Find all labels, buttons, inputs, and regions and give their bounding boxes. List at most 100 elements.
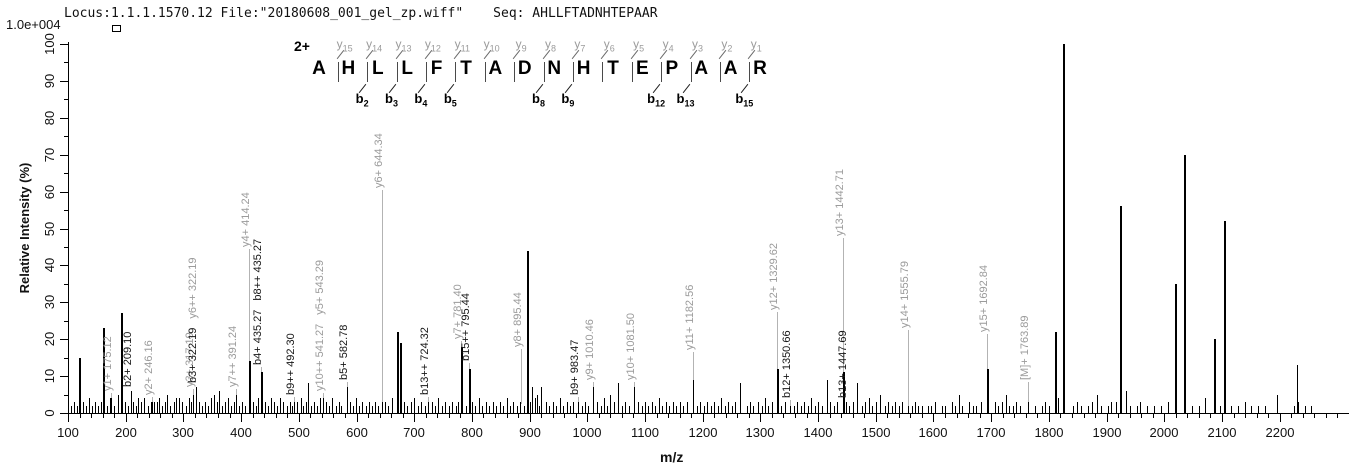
x-tick bbox=[91, 414, 92, 418]
noise-bar bbox=[154, 401, 155, 413]
noise-bar bbox=[1016, 401, 1017, 413]
peak-leader-line bbox=[152, 396, 153, 402]
x-tick bbox=[864, 414, 865, 418]
noise-bar bbox=[442, 405, 443, 413]
residue-letter: A bbox=[312, 58, 326, 79]
x-tick bbox=[1337, 414, 1338, 418]
y-tick bbox=[60, 155, 68, 156]
peak-bar bbox=[1058, 398, 1059, 413]
noise-bar bbox=[1042, 405, 1043, 413]
x-tick bbox=[991, 414, 992, 422]
x-tick bbox=[1280, 414, 1281, 422]
noise-bar bbox=[510, 405, 511, 413]
residue-letter: A bbox=[694, 58, 709, 79]
x-tick bbox=[1037, 414, 1038, 418]
x-tick bbox=[380, 414, 381, 418]
b-ion-label: b15 bbox=[735, 91, 754, 109]
noise-bar bbox=[669, 405, 670, 413]
x-tick bbox=[310, 414, 311, 418]
noise-bar bbox=[493, 401, 494, 413]
x-tick bbox=[460, 414, 461, 418]
y-tick bbox=[64, 173, 68, 174]
ion-annotation-text: y2+ 246.16 bbox=[143, 339, 155, 395]
noise-bar bbox=[356, 398, 357, 413]
peak-annotation: y10++ 541.27 y5+ 543.29 bbox=[314, 251, 326, 391]
peak-bar bbox=[578, 401, 579, 413]
peak-bar bbox=[541, 387, 542, 413]
peak-bar bbox=[1097, 394, 1098, 413]
noise-bar bbox=[1294, 405, 1295, 413]
noise-bar bbox=[567, 401, 568, 413]
peak-bar bbox=[1120, 206, 1122, 413]
peak-annotation: y2+ 246.16 bbox=[143, 331, 155, 395]
peak-leader-line bbox=[261, 367, 262, 373]
noise-bar bbox=[176, 398, 177, 413]
noise-bar bbox=[341, 405, 342, 413]
y-tick bbox=[64, 321, 68, 322]
x-tick bbox=[333, 414, 334, 418]
peak-bar bbox=[249, 361, 251, 413]
noise-bar bbox=[1154, 405, 1155, 413]
peak-bar bbox=[880, 394, 881, 413]
ion-annotation-text: [M]+ 1763.89 bbox=[1019, 315, 1031, 380]
noise-bar bbox=[597, 401, 598, 413]
x-tick bbox=[183, 414, 184, 422]
ion-annotation-text: b9++ 492.30 bbox=[285, 332, 297, 395]
peak-leader-line bbox=[294, 396, 295, 402]
x-tick bbox=[772, 414, 773, 418]
noise-bar bbox=[283, 401, 284, 413]
x-tick bbox=[749, 414, 750, 418]
noise-bar bbox=[332, 398, 333, 413]
x-tick bbox=[1222, 414, 1223, 422]
residue-letter: H bbox=[576, 58, 591, 79]
x-tick bbox=[910, 414, 911, 418]
x-tick-label: 1200 bbox=[688, 425, 718, 440]
peak-annotation: y7++ 391.24 bbox=[227, 317, 239, 387]
x-tick bbox=[1141, 414, 1142, 418]
peak-bar bbox=[1126, 390, 1127, 413]
x-tick bbox=[426, 414, 427, 418]
noise-bar bbox=[834, 405, 835, 413]
x-tick-label: 1600 bbox=[918, 425, 948, 440]
y-tick bbox=[64, 136, 68, 137]
x-tick bbox=[449, 414, 450, 418]
peak-bar bbox=[532, 387, 533, 413]
noise-bar bbox=[629, 405, 630, 413]
noise-bar bbox=[414, 398, 415, 413]
y-tick bbox=[64, 210, 68, 211]
noise-bar bbox=[74, 401, 75, 413]
noise-bar bbox=[271, 398, 272, 413]
peak-leader-line bbox=[469, 363, 470, 369]
noise-bar bbox=[1020, 405, 1021, 413]
noise-bar bbox=[1311, 405, 1312, 413]
y-ion-label: y2 bbox=[721, 37, 733, 54]
x-tick bbox=[968, 414, 969, 418]
noise-bar bbox=[277, 405, 278, 413]
noise-bar bbox=[86, 405, 87, 413]
noise-bar bbox=[849, 405, 850, 413]
peak-bar bbox=[981, 401, 982, 413]
peak-leader-line bbox=[382, 189, 383, 402]
noise-bar bbox=[885, 405, 886, 413]
x-tick bbox=[703, 414, 704, 422]
x-tick-label: 100 bbox=[57, 425, 79, 440]
noise-bar bbox=[268, 405, 269, 413]
peak-bar bbox=[121, 313, 123, 413]
peak-bar bbox=[1224, 221, 1226, 413]
noise-bar bbox=[189, 398, 190, 413]
noise-bar bbox=[952, 401, 953, 413]
peak-leader-line bbox=[428, 396, 429, 402]
noise-bar bbox=[362, 401, 363, 413]
noise-bar bbox=[1092, 401, 1093, 413]
x-tick bbox=[1210, 414, 1211, 418]
x-tick-label: 800 bbox=[461, 425, 483, 440]
noise-bar bbox=[517, 405, 518, 413]
noise-bar bbox=[1101, 405, 1102, 413]
x-tick bbox=[114, 414, 115, 418]
noise-bar bbox=[482, 405, 483, 413]
x-tick bbox=[841, 414, 842, 418]
peak-bar bbox=[428, 401, 429, 413]
noise-bar bbox=[98, 405, 99, 413]
x-tick-label: 1800 bbox=[1034, 425, 1064, 440]
